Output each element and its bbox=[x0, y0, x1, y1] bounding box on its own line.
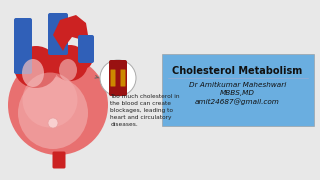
Ellipse shape bbox=[59, 59, 77, 81]
FancyBboxPatch shape bbox=[14, 18, 32, 74]
Circle shape bbox=[48, 118, 58, 128]
Text: Cholesterol Metabolism: Cholesterol Metabolism bbox=[172, 66, 303, 76]
FancyBboxPatch shape bbox=[110, 69, 116, 87]
FancyBboxPatch shape bbox=[78, 35, 94, 63]
Text: amit24687@gmail.com: amit24687@gmail.com bbox=[195, 98, 280, 105]
Ellipse shape bbox=[52, 45, 88, 81]
Circle shape bbox=[100, 60, 136, 96]
Text: Too much cholesterol in
the blood can create
blockages, leading to
heart and cir: Too much cholesterol in the blood can cr… bbox=[110, 94, 180, 127]
Ellipse shape bbox=[14, 46, 58, 88]
Text: Dr Amitkumar Maheshwari: Dr Amitkumar Maheshwari bbox=[189, 82, 286, 88]
Ellipse shape bbox=[8, 55, 108, 155]
Ellipse shape bbox=[22, 59, 44, 87]
Text: MBBS,MD: MBBS,MD bbox=[220, 90, 255, 96]
Ellipse shape bbox=[18, 77, 88, 149]
FancyBboxPatch shape bbox=[162, 54, 314, 126]
FancyBboxPatch shape bbox=[109, 60, 127, 96]
FancyBboxPatch shape bbox=[121, 69, 125, 87]
FancyBboxPatch shape bbox=[48, 13, 68, 55]
Polygon shape bbox=[53, 15, 88, 51]
Ellipse shape bbox=[22, 73, 77, 127]
Ellipse shape bbox=[79, 46, 93, 68]
FancyBboxPatch shape bbox=[52, 152, 66, 168]
